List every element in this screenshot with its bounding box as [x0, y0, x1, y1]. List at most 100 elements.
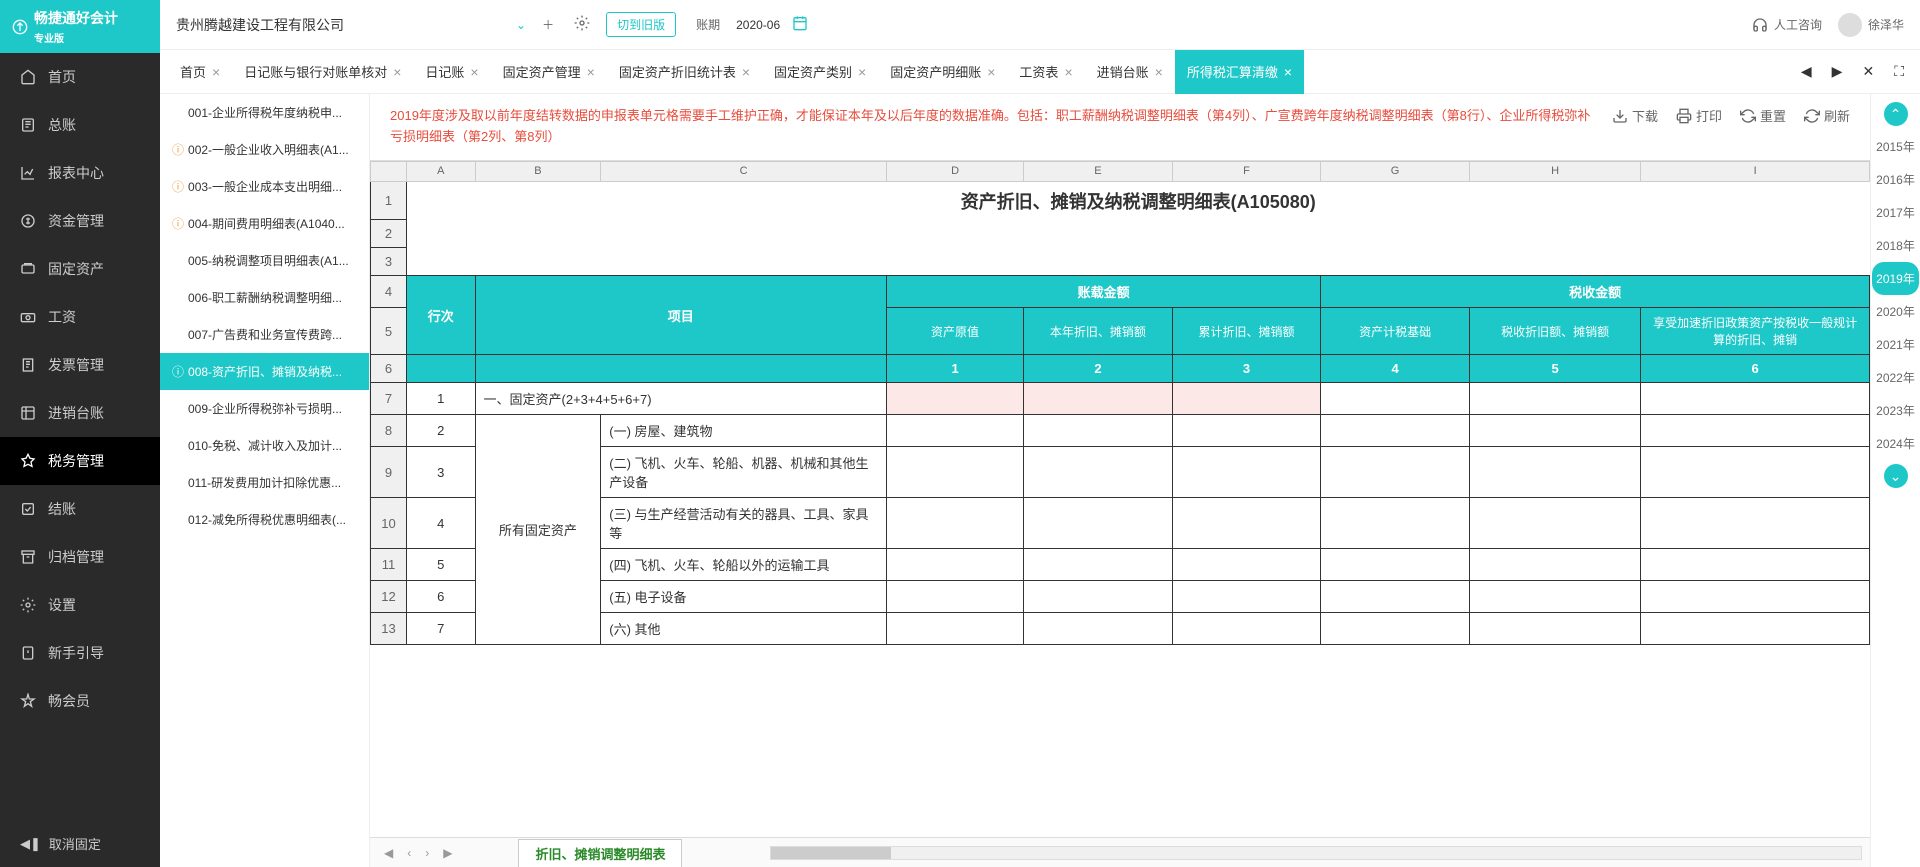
sheet-nav-prev-icon[interactable]: ‹ [401, 844, 417, 862]
cell[interactable] [1024, 447, 1173, 498]
col-header-I[interactable]: I [1641, 161, 1870, 181]
cell[interactable] [1321, 549, 1470, 581]
nav-archive[interactable]: 归档管理 [0, 533, 160, 581]
print-button[interactable]: 打印 [1676, 106, 1722, 125]
report-item-5[interactable]: 006-职工薪酬纳税调整明细... [160, 279, 369, 316]
cell[interactable] [1321, 447, 1470, 498]
cell[interactable] [1641, 581, 1870, 613]
cell[interactable] [1172, 581, 1321, 613]
horizontal-scrollbar[interactable] [770, 845, 1862, 861]
refresh-button[interactable]: 刷新 [1804, 106, 1850, 125]
cell[interactable] [1172, 415, 1321, 447]
tab-close-icon[interactable]: × [1064, 64, 1072, 80]
tab-3[interactable]: 固定资产管理× [491, 50, 607, 94]
col-header-F[interactable]: F [1172, 161, 1321, 181]
row-item[interactable]: (三) 与生产经营活动有关的器具、工具、家具等 [601, 498, 887, 549]
cell[interactable] [886, 415, 1023, 447]
cell[interactable] [1469, 415, 1640, 447]
tabs-next-icon[interactable]: ▶ [1824, 57, 1851, 86]
sheet-nav-last-icon[interactable]: ▶ [437, 844, 458, 862]
year-2021年[interactable]: 2021年 [1872, 328, 1919, 361]
year-2019年[interactable]: 2019年 [1872, 262, 1919, 295]
nav-home[interactable]: 首页 [0, 53, 160, 101]
tab-close-icon[interactable]: × [858, 64, 866, 80]
cell[interactable] [1321, 415, 1470, 447]
tab-close-icon[interactable]: × [1155, 64, 1163, 80]
cell[interactable] [886, 613, 1023, 645]
old-version-button[interactable]: 切到旧版 [606, 12, 676, 37]
tab-8[interactable]: 进销台账× [1085, 50, 1175, 94]
cell[interactable] [886, 498, 1023, 549]
nav-money[interactable]: 资金管理 [0, 197, 160, 245]
year-2023年[interactable]: 2023年 [1872, 394, 1919, 427]
company-dropdown-icon[interactable]: ⌄ [516, 18, 526, 32]
cell[interactable] [1469, 447, 1640, 498]
cell[interactable] [1024, 383, 1173, 415]
sheet-tab[interactable]: 折旧、摊销调整明细表 [518, 839, 682, 867]
tab-2[interactable]: 日记账× [413, 50, 490, 94]
tab-0[interactable]: 首页× [168, 50, 232, 94]
cell[interactable] [1172, 447, 1321, 498]
year-2015年[interactable]: 2015年 [1872, 130, 1919, 163]
cell[interactable] [886, 383, 1023, 415]
report-item-10[interactable]: 011-研发费用加计扣除优惠... [160, 464, 369, 501]
sheet-nav-next-icon[interactable]: › [419, 844, 435, 862]
report-item-6[interactable]: 007-广告费和业务宣传费跨... [160, 316, 369, 353]
col-header-H[interactable]: H [1469, 161, 1640, 181]
tab-close-icon[interactable]: × [987, 64, 995, 80]
cell[interactable] [1024, 613, 1173, 645]
sheet-nav-first-icon[interactable]: ◀ [378, 844, 399, 862]
cell[interactable] [1641, 383, 1870, 415]
nav-invoice[interactable]: 发票管理 [0, 341, 160, 389]
col-header-C[interactable]: C [601, 161, 887, 181]
tab-7[interactable]: 工资表× [1007, 50, 1084, 94]
calendar-icon[interactable] [792, 15, 808, 34]
year-2020年[interactable]: 2020年 [1872, 295, 1919, 328]
report-item-0[interactable]: 001-企业所得税年度纳税申... [160, 94, 369, 131]
tabs-close-all-icon[interactable]: ✕ [1854, 57, 1882, 86]
nav-close[interactable]: 结账 [0, 485, 160, 533]
nav-gear[interactable]: 设置 [0, 581, 160, 629]
nav-guide[interactable]: 新手引导 [0, 629, 160, 677]
report-item-4[interactable]: 005-纳税调整项目明细表(A1... [160, 242, 369, 279]
cell[interactable] [886, 581, 1023, 613]
cell[interactable] [886, 549, 1023, 581]
settings-icon[interactable] [570, 11, 594, 38]
col-header-A[interactable]: A [406, 161, 475, 181]
cell[interactable] [1469, 581, 1640, 613]
tab-close-icon[interactable]: × [1284, 64, 1292, 80]
tabs-fullscreen-icon[interactable]: ⛶ [1886, 57, 1912, 86]
row-item[interactable]: 一、固定资产(2+3+4+5+6+7) [475, 383, 886, 415]
row-item[interactable]: (四) 飞机、火车、轮船以外的运输工具 [601, 549, 887, 581]
cell[interactable] [1641, 447, 1870, 498]
tabs-prev-icon[interactable]: ◀ [1793, 57, 1820, 86]
year-up-icon[interactable]: ⌃ [1884, 102, 1908, 126]
report-item-2[interactable]: ⓘ003-一般企业成本支出明细... [160, 168, 369, 205]
cell[interactable] [1172, 383, 1321, 415]
tab-6[interactable]: 固定资产明细账× [878, 50, 1007, 94]
cell[interactable] [1641, 415, 1870, 447]
cell[interactable] [1641, 498, 1870, 549]
report-item-11[interactable]: 012-减免所得税优惠明细表(... [160, 501, 369, 538]
tab-close-icon[interactable]: × [470, 64, 478, 80]
cell[interactable] [1024, 581, 1173, 613]
row-item[interactable]: (六) 其他 [601, 613, 887, 645]
year-2018年[interactable]: 2018年 [1872, 229, 1919, 262]
tab-close-icon[interactable]: × [212, 64, 220, 80]
year-2016年[interactable]: 2016年 [1872, 163, 1919, 196]
col-header-E[interactable]: E [1024, 161, 1173, 181]
cell[interactable] [1469, 498, 1640, 549]
cell[interactable] [1469, 383, 1640, 415]
download-button[interactable]: 下载 [1612, 106, 1658, 125]
cell[interactable] [1172, 613, 1321, 645]
col-header-D[interactable]: D [886, 161, 1023, 181]
year-2022年[interactable]: 2022年 [1872, 361, 1919, 394]
nav-asset[interactable]: 固定资产 [0, 245, 160, 293]
report-item-3[interactable]: ⓘ004-期间费用明细表(A1040... [160, 205, 369, 242]
reset-button[interactable]: 重置 [1740, 106, 1786, 125]
unpin-sidebar[interactable]: ◀❚ 取消固定 [0, 820, 160, 867]
cell[interactable] [1024, 549, 1173, 581]
cell[interactable] [1024, 498, 1173, 549]
year-2017年[interactable]: 2017年 [1872, 196, 1919, 229]
tab-close-icon[interactable]: × [587, 64, 595, 80]
